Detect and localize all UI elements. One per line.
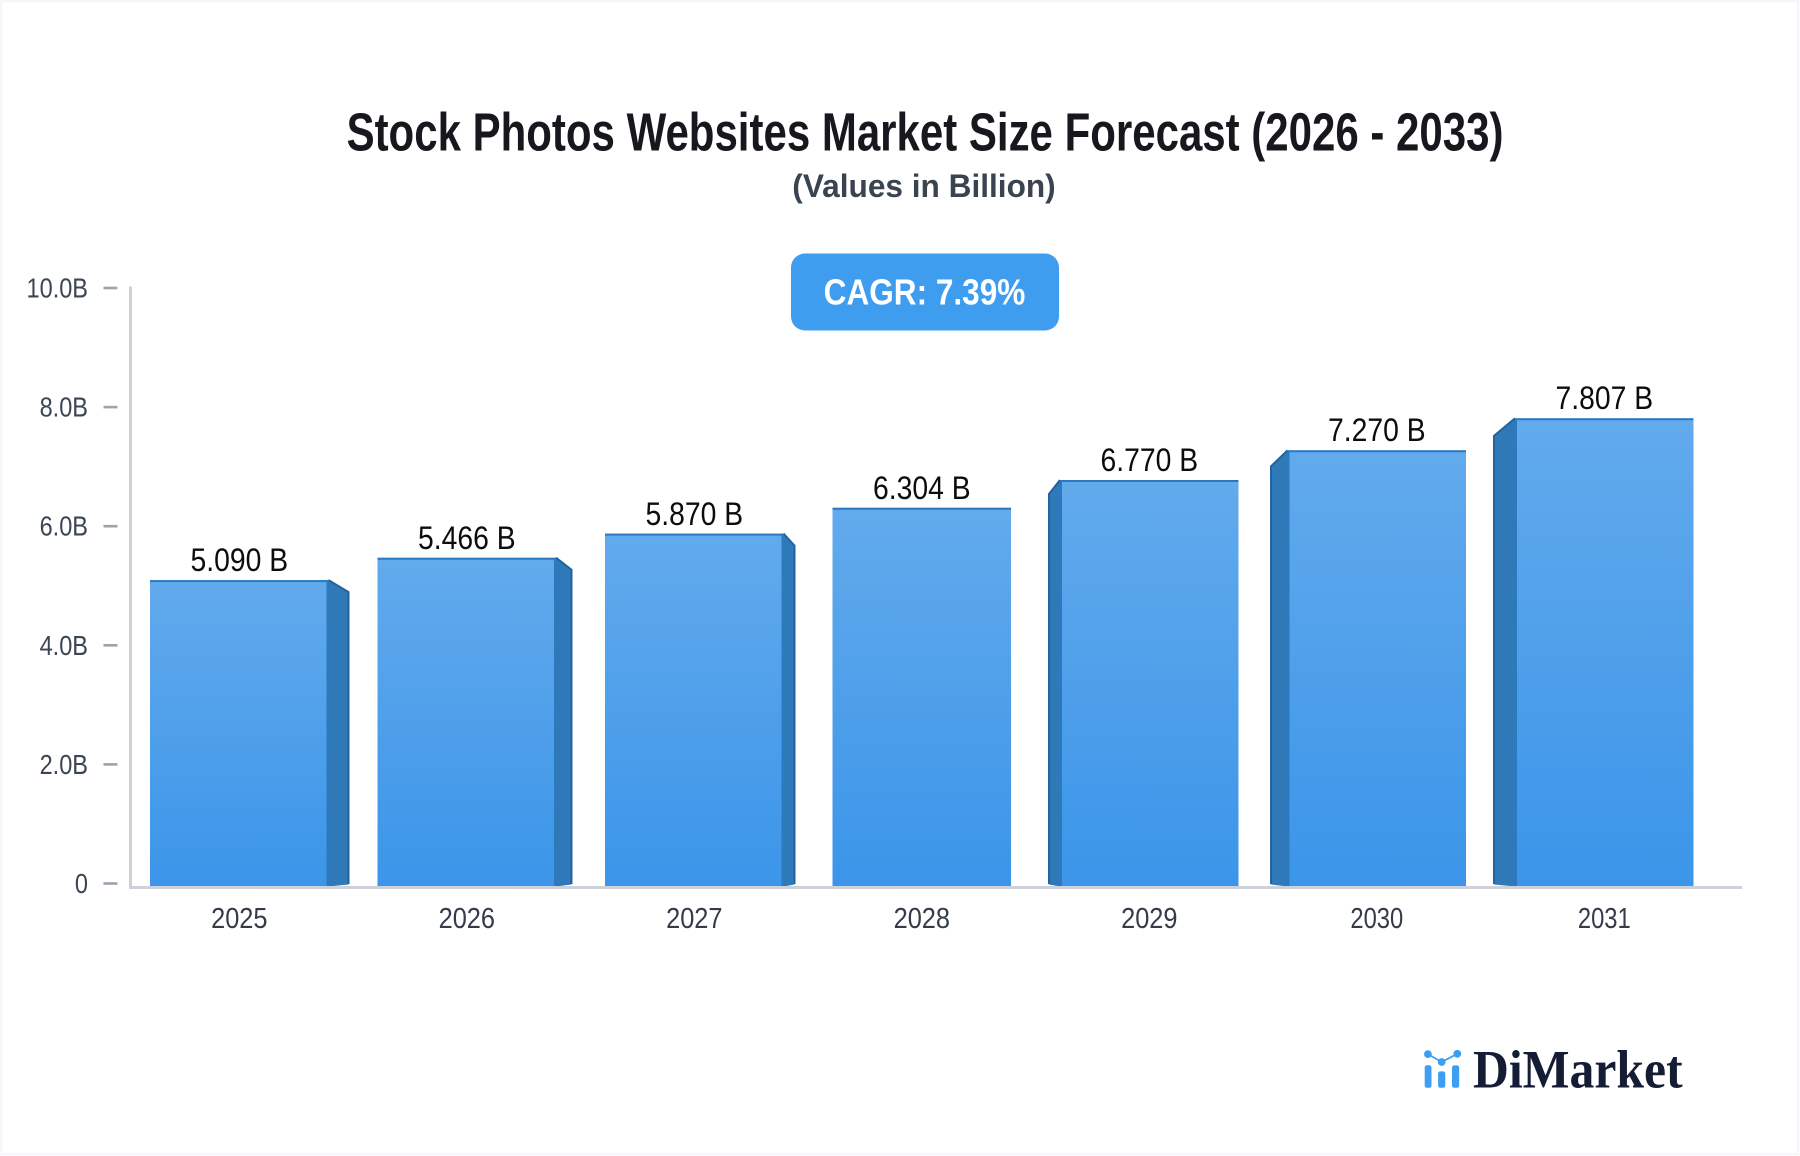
svg-text:2025: 2025 <box>211 901 267 934</box>
svg-text:5.466 B: 5.466 B <box>418 521 516 556</box>
svg-text:2028: 2028 <box>894 901 950 934</box>
svg-text:2.0B: 2.0B <box>40 750 88 780</box>
svg-text:6.304 B: 6.304 B <box>873 471 971 506</box>
svg-text:5.870 B: 5.870 B <box>646 497 744 532</box>
svg-text:DiMarket: DiMarket <box>1473 1041 1683 1100</box>
svg-text:2030: 2030 <box>1350 902 1403 935</box>
svg-text:5.090 B: 5.090 B <box>191 543 289 578</box>
svg-text:2029: 2029 <box>1121 901 1177 934</box>
svg-text:2031: 2031 <box>1578 902 1631 935</box>
svg-text:4.0B: 4.0B <box>40 631 88 661</box>
svg-text:CAGR: 7.39%: CAGR: 7.39% <box>824 272 1026 312</box>
svg-text:6.770 B: 6.770 B <box>1101 443 1199 478</box>
svg-text:7.807 B: 7.807 B <box>1556 381 1654 416</box>
svg-text:2026: 2026 <box>439 901 495 934</box>
svg-text:6.0B: 6.0B <box>40 512 88 542</box>
svg-text:(Values in Billion): (Values in Billion) <box>792 168 1055 204</box>
svg-text:10.0B: 10.0B <box>27 274 88 304</box>
svg-text:7.270 B: 7.270 B <box>1328 413 1426 448</box>
svg-text:2027: 2027 <box>666 901 722 934</box>
svg-text:Stock Photos Websites Market S: Stock Photos Websites Market Size Foreca… <box>347 103 1504 163</box>
svg-text:8.0B: 8.0B <box>40 393 88 423</box>
svg-text:0: 0 <box>75 869 88 899</box>
